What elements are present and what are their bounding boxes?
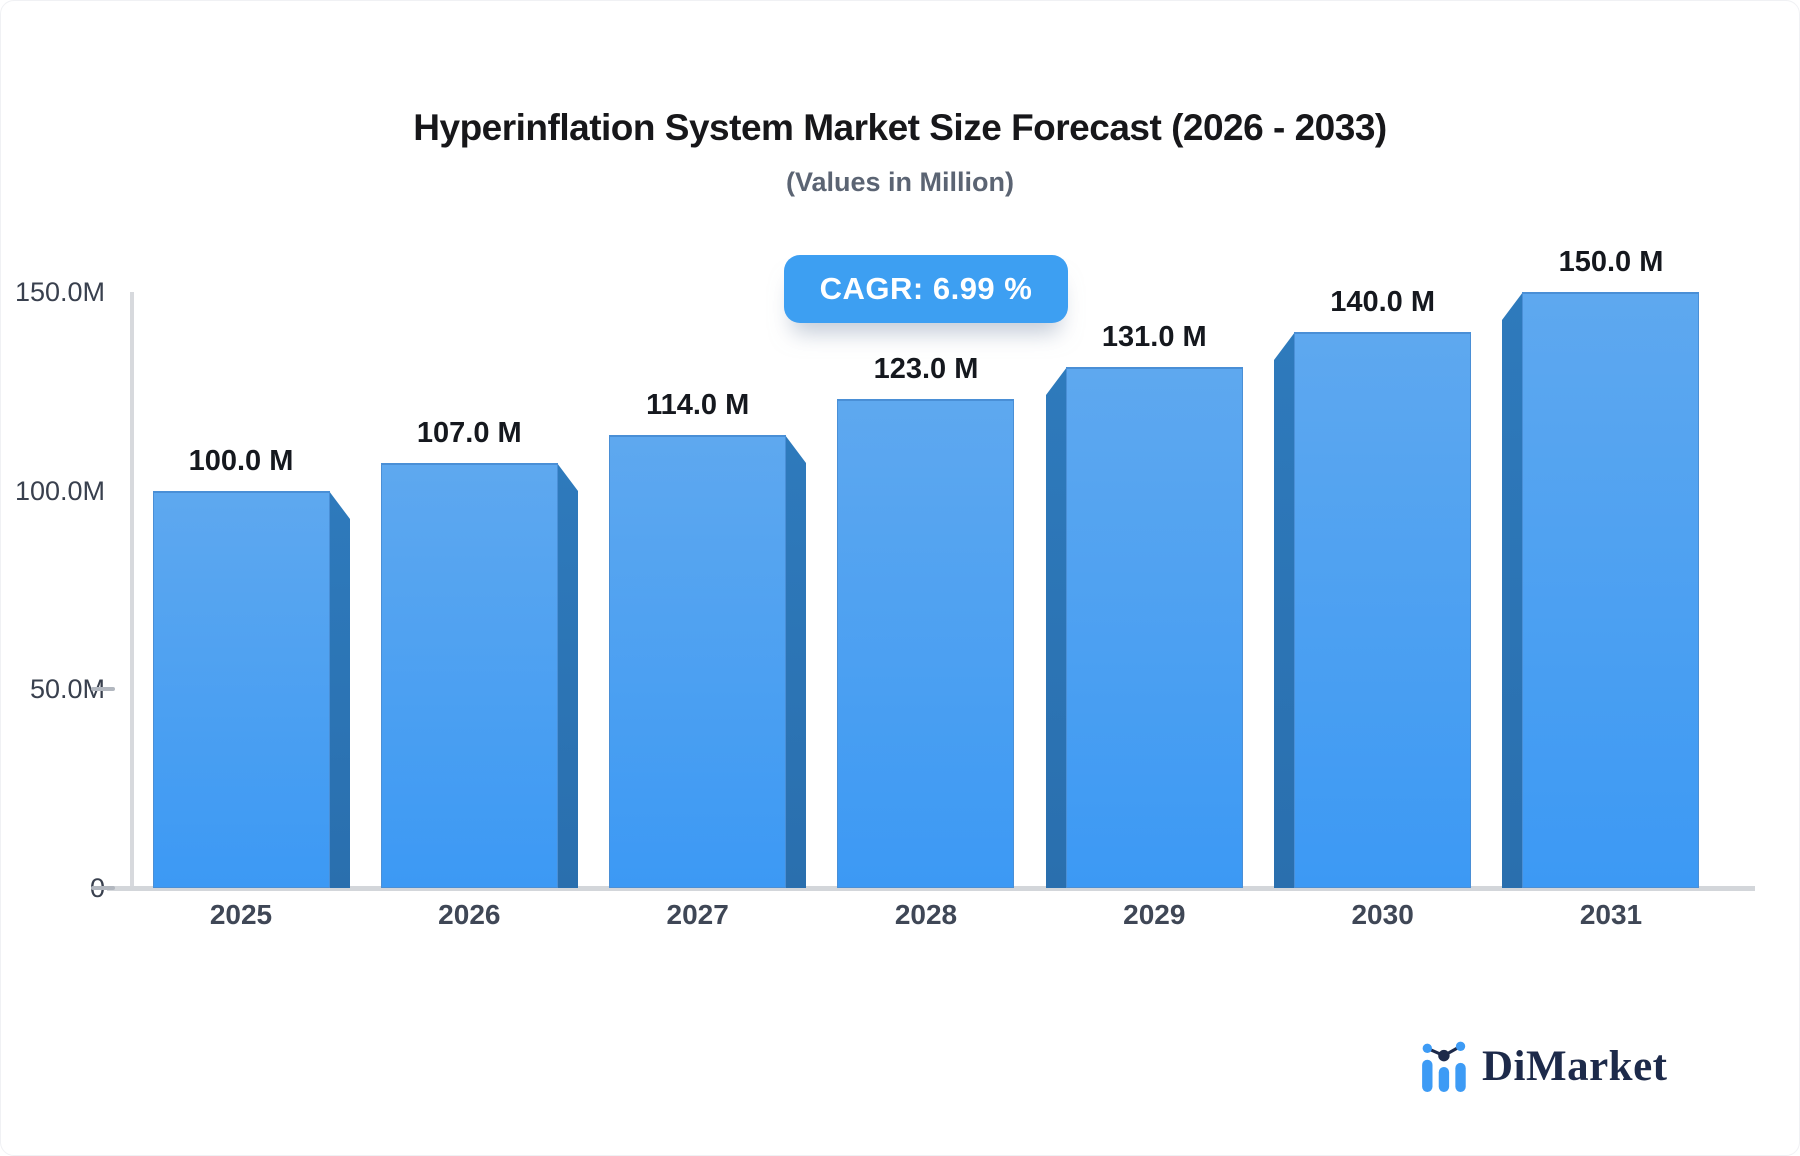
bar-value-label-2031: 150.0 M	[1558, 246, 1664, 278]
x-axis-label-2028: 2028	[894, 899, 958, 930]
bar-2028[interactable]	[837, 399, 1014, 888]
bar-2030[interactable]	[1294, 332, 1471, 888]
x-axis-label-2026: 2026	[438, 899, 501, 930]
bar-side-face-2027	[785, 435, 806, 888]
x-axis-label-2027: 2027	[666, 899, 729, 930]
bar-side-face-2030	[1274, 332, 1295, 888]
bar-value-label-2026: 107.0 M	[416, 417, 522, 449]
bar-side-face-2026	[557, 463, 578, 888]
x-axis-label-2030: 2030	[1351, 899, 1414, 930]
bar-value-label-2025: 100.0 M	[188, 445, 294, 477]
x-axis-label-2029: 2029	[1123, 899, 1186, 930]
x-axis-label-2031: 2031	[1579, 899, 1643, 930]
y-axis-tick	[91, 687, 115, 691]
cagr-badge: CAGR: 6.99 %	[784, 255, 1068, 323]
bar-value-label-2030: 140.0 M	[1330, 286, 1436, 318]
y-axis-tick	[91, 886, 115, 890]
x-axis-label-2025: 2025	[209, 899, 273, 930]
bar-2031[interactable]	[1522, 292, 1699, 888]
bar-side-face-2025	[329, 491, 350, 888]
bar-value-label-2028: 123.0 M	[873, 353, 979, 385]
bar-side-face-2029	[1046, 367, 1067, 888]
bar-2025[interactable]	[153, 491, 330, 888]
chart-title: Hyperinflation System Market Size Foreca…	[413, 107, 1387, 148]
bar-2027[interactable]	[609, 435, 786, 888]
bar-side-face-2031	[1502, 292, 1523, 888]
y-axis-label-100.0M: 100.0M	[14, 476, 105, 506]
bar-2026[interactable]	[381, 463, 558, 888]
chart-subtitle: (Values in Million)	[785, 167, 1015, 197]
y-axis-line	[130, 292, 134, 888]
dimarket-logo-icon	[1422, 1041, 1466, 1092]
brand-name: DiMarket	[1482, 1043, 1668, 1090]
y-axis-label-150.0M: 150.0M	[14, 277, 105, 307]
x-axis-line	[107, 886, 1755, 891]
bar-value-label-2027: 114.0 M	[646, 389, 750, 421]
bar-value-label-2029: 131.0 M	[1101, 321, 1207, 353]
bar-2029[interactable]	[1066, 367, 1243, 888]
brand-logo: DiMarket	[1421, 1039, 1668, 1093]
